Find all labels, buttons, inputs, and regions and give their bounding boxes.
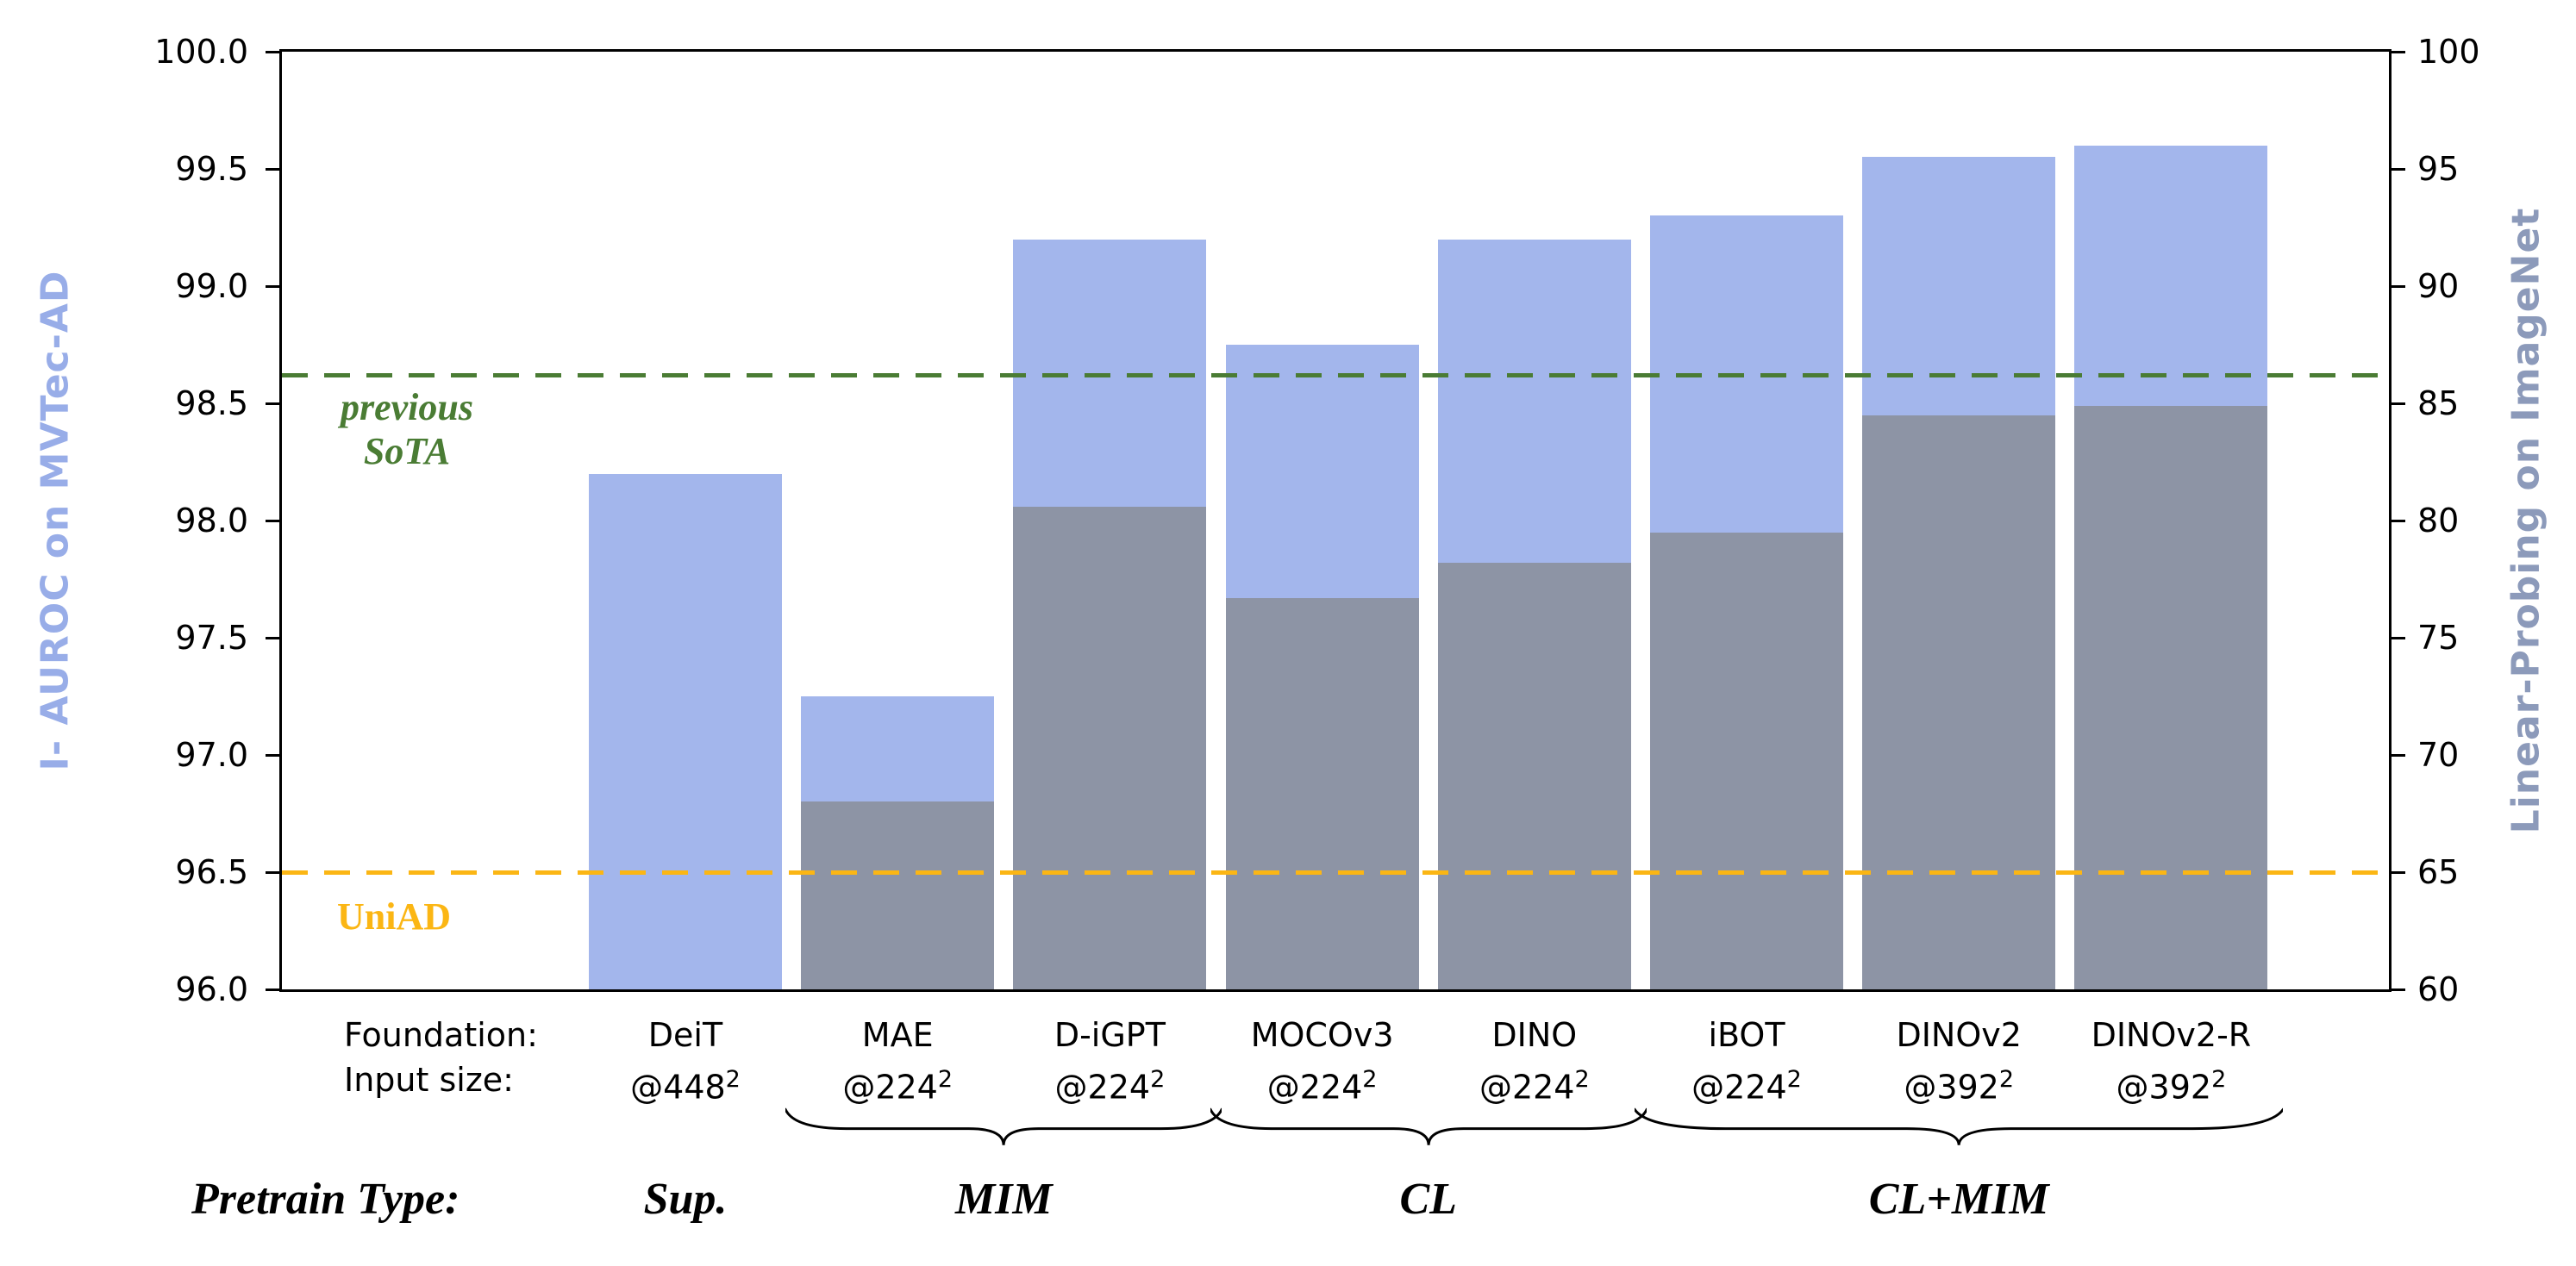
left-tick-mark [266, 988, 279, 991]
right-tick-mark [2392, 520, 2405, 522]
linear-probing-bar-d-igpt [1013, 506, 1207, 989]
auroc-bar-deit [589, 473, 782, 989]
input-size-label-dinov2-r: @3922 [2116, 1066, 2227, 1107]
right-tick-mark [2392, 402, 2405, 405]
right-tick-mark [2392, 285, 2405, 288]
left-tick-label: 96.0 [175, 970, 248, 1008]
right-tick-label: 65 [2417, 853, 2460, 891]
right-tick-mark [2392, 871, 2405, 874]
right-tick-label: 60 [2417, 970, 2460, 1008]
left-tick-label: 97.5 [175, 619, 248, 657]
left-tick-label: 96.5 [175, 853, 248, 891]
pretrain-type-label-clmim: CL+MIM [1868, 1175, 2049, 1224]
group-brace-mim [785, 1107, 1222, 1148]
left-tick-mark [266, 754, 279, 757]
right-tick-mark [2392, 51, 2405, 53]
pretrain-type-label-mim: MIM [954, 1175, 1053, 1224]
right-tick-label: 70 [2417, 736, 2460, 774]
input-size-label-mocov3: @2242 [1266, 1066, 1378, 1107]
pretrain-type-row-header: Pretrain Type: [191, 1175, 460, 1224]
linear-probing-bar-ibot [1650, 532, 1843, 989]
linear-probing-bar-dino [1437, 562, 1631, 989]
right-tick-mark [2392, 637, 2405, 639]
input-size-label-dino: @2242 [1479, 1066, 1590, 1107]
foundation-label-deit: DeiT [647, 1016, 723, 1054]
reference-line-uniad [282, 870, 2389, 875]
foundation-row-header: Foundation: [344, 1016, 538, 1054]
left-tick-mark [266, 402, 279, 405]
right-tick-mark [2392, 168, 2405, 171]
input-size-row-header: Input size: [344, 1061, 514, 1099]
right-tick-label: 90 [2417, 267, 2460, 305]
reference-line-previous-sota [282, 373, 2389, 378]
previous-sota-label: previous SoTA [341, 386, 473, 472]
foundation-label-mocov3: MOCOv3 [1250, 1016, 1394, 1054]
right-tick-label: 80 [2417, 502, 2460, 539]
right-tick-mark [2392, 988, 2405, 991]
foundation-label-ibot: iBOT [1708, 1016, 1785, 1054]
foundation-label-dino: DINO [1491, 1016, 1578, 1054]
foundation-label-mae: MAE [861, 1016, 934, 1054]
pretrain-type-label-sup: Sup. [643, 1175, 728, 1224]
linear-probing-bar-mocov3 [1225, 597, 1419, 989]
input-size-label-deit: @4482 [630, 1066, 741, 1107]
foundation-label-dinov2-r: DINOv2-R [2091, 1016, 2252, 1054]
right-tick-label: 85 [2417, 384, 2460, 422]
left-tick-label: 98.0 [175, 502, 248, 539]
left-axis-title: I- AUROC on MVTec-AD [33, 270, 78, 771]
left-tick-mark [266, 871, 279, 874]
linear-probing-bar-dinov2-r [2074, 405, 2268, 989]
left-tick-label: 99.5 [175, 150, 248, 188]
input-size-label-mae: @2242 [842, 1066, 953, 1107]
group-brace-cl [1210, 1107, 1647, 1148]
left-tick-mark [266, 51, 279, 53]
right-tick-label: 75 [2417, 619, 2460, 657]
right-tick-mark [2392, 754, 2405, 757]
left-tick-mark [266, 520, 279, 522]
foundation-label-d-igpt: D-iGPT [1054, 1016, 1166, 1054]
left-tick-label: 100.0 [154, 33, 248, 71]
left-tick-mark [266, 168, 279, 171]
plot-area: previous SoTA UniAD [279, 49, 2392, 992]
left-tick-label: 98.5 [175, 384, 248, 422]
left-tick-label: 97.0 [175, 736, 248, 774]
left-tick-mark [266, 637, 279, 639]
right-tick-label: 100 [2417, 33, 2480, 71]
foundation-label-dinov2: DINOv2 [1896, 1016, 2022, 1054]
linear-probing-bar-mae [801, 801, 995, 989]
uniad-label: UniAD [336, 895, 452, 938]
pretrain-type-label-cl: CL [1399, 1175, 1457, 1224]
input-size-label-ibot: @2242 [1691, 1066, 1802, 1107]
input-size-label-d-igpt: @2242 [1054, 1066, 1166, 1107]
left-tick-label: 99.0 [175, 267, 248, 305]
group-brace-cl-mim [1635, 1107, 2283, 1148]
linear-probing-bar-dinov2 [1862, 415, 2056, 989]
left-tick-mark [266, 285, 279, 288]
right-tick-label: 95 [2417, 150, 2460, 188]
input-size-label-dinov2: @3922 [1904, 1066, 2015, 1107]
